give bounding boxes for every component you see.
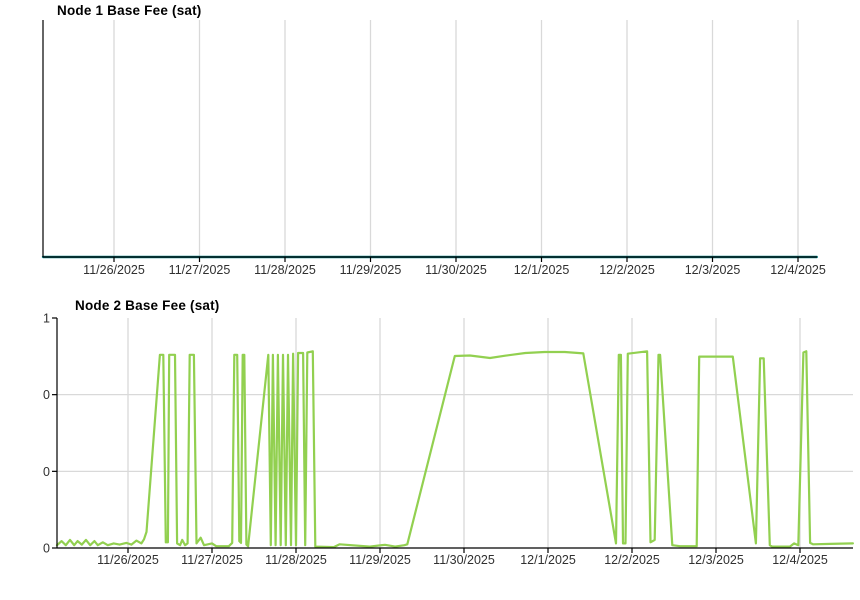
x-tick-label: 11/29/2025 — [349, 553, 411, 567]
x-tick-label: 12/4/2025 — [772, 553, 828, 567]
x-tick-label: 11/27/2025 — [169, 263, 231, 277]
x-tick-label: 12/2/2025 — [599, 263, 655, 277]
x-tick-label: 11/27/2025 — [181, 553, 243, 567]
x-tick-label: 11/29/2025 — [340, 263, 402, 277]
y-tick-label: 1 — [43, 312, 50, 326]
x-tick-label: 11/26/2025 — [97, 553, 159, 567]
x-tick-label: 12/3/2025 — [685, 263, 741, 277]
series-line — [55, 350, 855, 549]
x-tick-label: 12/1/2025 — [520, 553, 576, 567]
x-tick-label: 12/4/2025 — [770, 263, 826, 277]
x-tick-label: 11/28/2025 — [265, 553, 327, 567]
x-tick-label: 11/30/2025 — [433, 553, 495, 567]
node1-chart-title: Node 1 Base Fee (sat) — [57, 3, 202, 18]
y-tick-label: 0 — [43, 388, 50, 402]
node2-chart-title: Node 2 Base Fee (sat) — [75, 298, 220, 313]
x-tick-label: 11/28/2025 — [254, 263, 316, 277]
node1-base-fee-chart: 11/26/2025 11/27/2025 11/28/2025 11/29/2025… — [41, 20, 826, 277]
x-tick-label: 12/1/2025 — [514, 263, 570, 277]
x-tick-label: 12/2/2025 — [604, 553, 660, 567]
y-tick-label: 0 — [43, 542, 50, 556]
x-tick-label: 12/3/2025 — [688, 553, 744, 567]
y-tick-label: 0 — [43, 465, 50, 479]
node2-base-fee-chart: 11/26/2025 11/27/2025 11/28/2025 11/29/2025… — [43, 312, 855, 567]
x-tick-label: 11/26/2025 — [83, 263, 145, 277]
x-tick-label: 11/30/2025 — [425, 263, 487, 277]
